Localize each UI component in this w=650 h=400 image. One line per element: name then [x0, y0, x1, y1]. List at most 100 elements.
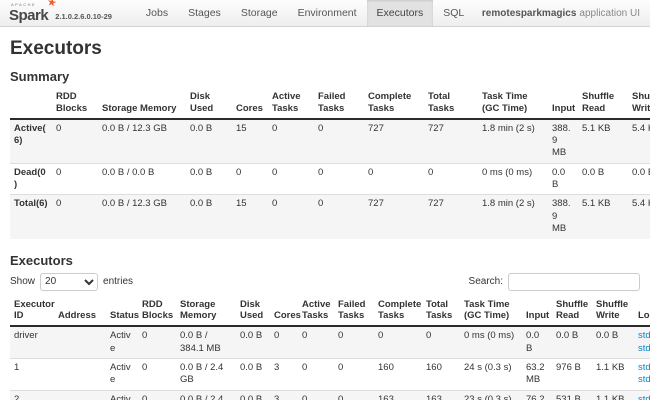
- logs-cell: stdoutstderr: [634, 325, 650, 359]
- summary-col-header: Storage Memory: [98, 89, 186, 120]
- executors-cell: 0.0 B / 384.1 MB: [176, 325, 236, 359]
- summary-col-header: Total Tasks: [424, 89, 478, 120]
- summary-cell: 0: [52, 162, 98, 195]
- summary-col-header: RDD Blocks: [52, 89, 98, 120]
- executors-cell: Active: [106, 389, 138, 400]
- executors-cell: 0: [334, 389, 374, 400]
- stdout-link[interactable]: stdout: [638, 393, 650, 400]
- summary-cell: 1.8 min (2 s): [478, 118, 548, 164]
- application-name: remotesparkmagics: [481, 7, 577, 19]
- executors-col-header[interactable]: Failed Tasks: [334, 296, 374, 328]
- executors-cell: 0: [138, 325, 176, 359]
- executors-cell: [54, 389, 106, 400]
- executors-cell: 0: [298, 357, 334, 391]
- executors-cell: 0: [298, 389, 334, 400]
- executors-cell: 0.0 B: [236, 389, 270, 400]
- summary-cell: 0 ms (0 ms): [478, 162, 548, 195]
- executors-col-header[interactable]: Input: [522, 296, 552, 328]
- tab-environment[interactable]: Environment: [297, 7, 357, 19]
- executors-col-header[interactable]: Disk Used: [236, 296, 270, 328]
- spark-star-icon: ★: [46, 0, 59, 10]
- stdout-link[interactable]: stdout: [638, 330, 650, 342]
- summary-cell: 0.0 B: [628, 162, 650, 195]
- summary-cell: 0.0 B: [186, 194, 232, 239]
- tab-executors[interactable]: Executors: [366, 0, 434, 26]
- summary-cell: 727: [424, 194, 478, 239]
- executors-col-header[interactable]: Active Tasks: [298, 296, 334, 328]
- show-label: Show: [10, 276, 36, 287]
- summary-col-header: Active Tasks: [268, 89, 314, 120]
- summary-cell: 0: [314, 162, 364, 195]
- executors-col-header[interactable]: Shuffle Write: [592, 296, 634, 328]
- executors-col-header[interactable]: Executor ID: [10, 296, 55, 328]
- executors-header-row: Executor ID Address Status RDD Blocks Storag…: [10, 296, 650, 328]
- executors-col-header[interactable]: Storage Memory: [176, 296, 236, 328]
- tab-storage[interactable]: Storage: [240, 7, 278, 19]
- tab-stages[interactable]: Stages: [188, 7, 221, 19]
- executors-cell: 0.0 B: [522, 325, 552, 359]
- spark-brand: APACHE Spark ★ 2.1.0.2.6.0.10-29: [0, 0, 122, 26]
- logs-cell: stdoutstderr: [634, 357, 650, 391]
- executors-cell: 0.0 B: [592, 325, 634, 359]
- summary-cell: 15: [232, 194, 268, 239]
- summary-cell: 0: [268, 194, 314, 239]
- summary-cell: 0: [314, 194, 364, 239]
- search-input[interactable]: [508, 272, 640, 291]
- executors-cell: 0: [422, 325, 460, 359]
- executors-col-header[interactable]: Total Tasks: [422, 296, 460, 328]
- summary-cell: 388.9 MB: [548, 118, 578, 164]
- executors-cell: 531 B: [552, 389, 592, 400]
- summary-row-label: Dead(0): [10, 162, 52, 195]
- executors-col-header[interactable]: Status: [106, 296, 139, 328]
- summary-cell: 0.0 B / 12.3 GB: [98, 118, 186, 164]
- executors-col-header[interactable]: RDD Blocks: [138, 296, 176, 328]
- stdout-link[interactable]: stdout: [638, 361, 650, 373]
- executors-col-header[interactable]: Address: [54, 296, 106, 328]
- executors-cell: Active: [106, 357, 138, 391]
- top-navbar: APACHE Spark ★ 2.1.0.2.6.0.10-29 Jobs Sta…: [0, 0, 650, 27]
- tab-sql[interactable]: SQL: [443, 7, 465, 19]
- application-id: remotesparkmagics application UI: [482, 0, 650, 26]
- stderr-link[interactable]: stderr: [638, 374, 650, 386]
- executors-col-header[interactable]: Cores: [270, 296, 301, 328]
- summary-cell: 0.0 B: [186, 118, 232, 164]
- executors-col-header[interactable]: Logs: [634, 296, 650, 328]
- executors-cell: 23 s (0.3 s): [460, 389, 522, 400]
- executors-cell: 163: [374, 389, 422, 400]
- executors-cell: 2: [10, 389, 54, 400]
- summary-cell: 5.1 KB: [578, 118, 628, 164]
- summary-cell: 0.0 B: [186, 162, 232, 195]
- summary-col-header: Disk Used: [186, 89, 232, 120]
- executors-cell: 0.0 B / 2.4 GB: [176, 389, 236, 400]
- summary-cell: 0: [52, 118, 98, 164]
- summary-col-header: [10, 89, 52, 120]
- summary-cell: 0: [232, 162, 268, 195]
- summary-cell: 15: [232, 118, 268, 164]
- tab-jobs[interactable]: Jobs: [145, 7, 169, 19]
- summary-col-header: Cores: [232, 89, 268, 120]
- executors-col-header[interactable]: Task Time (GC Time): [460, 296, 522, 328]
- executors-heading: Executors: [10, 252, 73, 268]
- summary-cell: 5.4 KB: [628, 194, 650, 239]
- executors-cell: 0: [138, 357, 176, 391]
- executors-cell: 160: [374, 357, 422, 391]
- executors-row: 1 Active 0 0.0 B / 2.4 GB 0.0 B 3 0 0 160 160 24 s…: [10, 357, 650, 391]
- summary-cell: 0.0 B: [578, 162, 628, 195]
- summary-cell: 5.4 KB: [628, 118, 650, 164]
- summary-col-header: Shuffle Write: [628, 89, 650, 120]
- executors-cell: 0 ms (0 ms): [460, 325, 522, 359]
- stderr-link[interactable]: stderr: [638, 342, 650, 354]
- summary-cell: 0: [52, 194, 98, 239]
- page-size-select[interactable]: 20: [40, 272, 99, 291]
- executors-cell: 0: [374, 325, 422, 359]
- executors-col-header[interactable]: Shuffle Read: [552, 296, 592, 328]
- summary-col-header: Task Time (GC Time): [478, 89, 548, 120]
- executors-cell: [54, 357, 106, 391]
- nav-tabs: Jobs Stages Storage Environment Executors SQL: [136, 0, 474, 26]
- summary-header-row: RDD Blocks Storage Memory Disk Used Cores Ac…: [10, 89, 650, 120]
- summary-cell: 0: [268, 162, 314, 195]
- executors-cell: 0: [298, 325, 334, 359]
- executors-col-header[interactable]: Complete Tasks: [374, 296, 422, 328]
- logs-cell: stdoutstderr: [634, 389, 650, 400]
